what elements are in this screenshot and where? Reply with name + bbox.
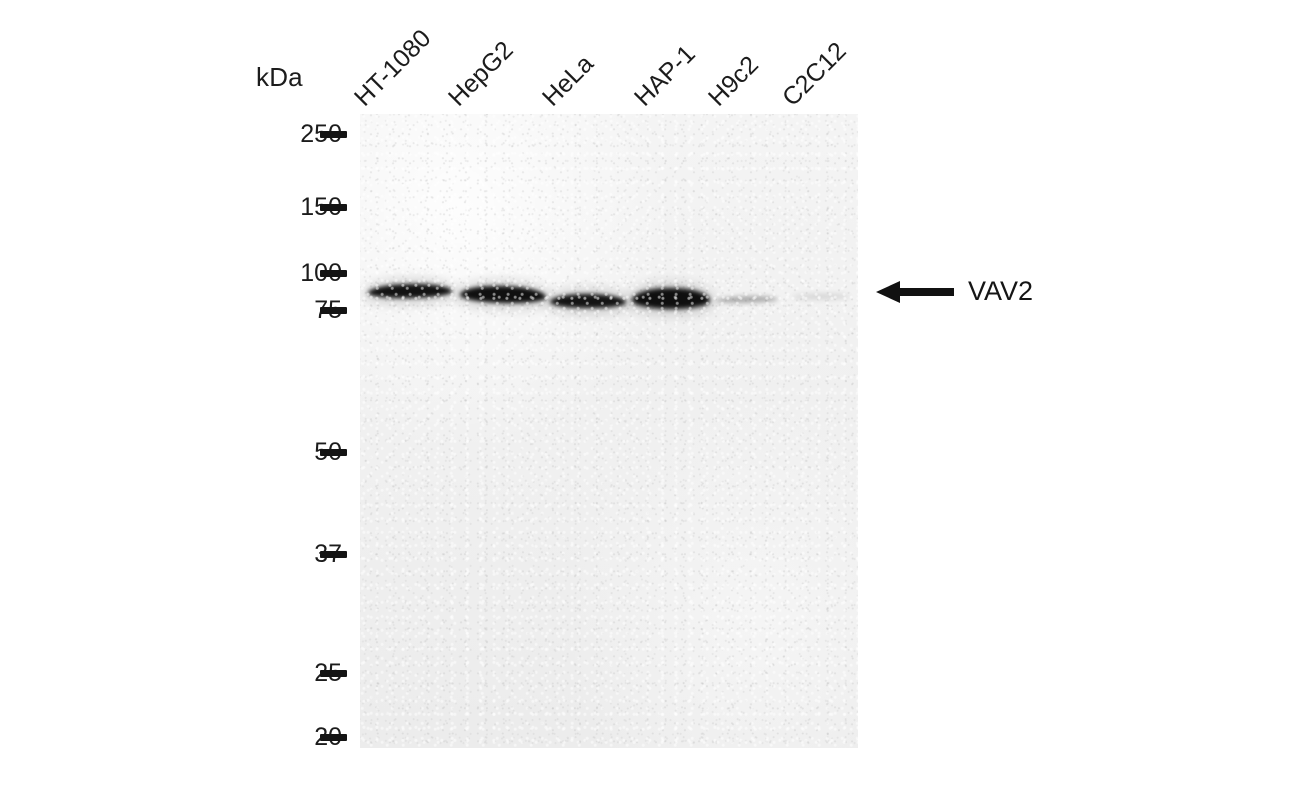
protein-band-h9c2 (715, 295, 779, 304)
marker-dash (320, 449, 347, 456)
kda-axis-header: kDa (256, 62, 303, 92)
protein-band-hela (549, 293, 627, 309)
band-halo (362, 278, 458, 305)
protein-band-c2c12 (791, 293, 851, 300)
protein-band-ht-1080 (367, 283, 453, 299)
lane-label-ht-1080: HT-1080 (348, 24, 437, 112)
marker-dash (320, 551, 347, 558)
lane-label-hepg2: HepG2 (442, 35, 519, 112)
protein-band-hepg2 (459, 284, 547, 305)
protein-band-hap-1 (631, 287, 711, 310)
lane-label-hap-1: HAP-1 (628, 39, 701, 112)
marker-dash (320, 131, 347, 138)
marker-dash (320, 204, 347, 211)
marker-dash (320, 270, 347, 277)
target-annotation: VAV2 (876, 278, 1033, 305)
lane-label-c2c12: C2C12 (776, 36, 852, 112)
lane-label-h9c2: H9c2 (702, 50, 764, 112)
marker-dash (320, 307, 347, 314)
lane-label-hela: HeLa (536, 49, 599, 112)
marker-dash (320, 670, 347, 677)
marker-dash (320, 734, 347, 741)
left-arrow-icon (876, 279, 954, 305)
band-halo (626, 282, 716, 316)
band-halo (544, 288, 632, 315)
band-halo (454, 279, 552, 311)
blot-membrane (360, 114, 858, 748)
target-protein-label: VAV2 (968, 276, 1034, 306)
